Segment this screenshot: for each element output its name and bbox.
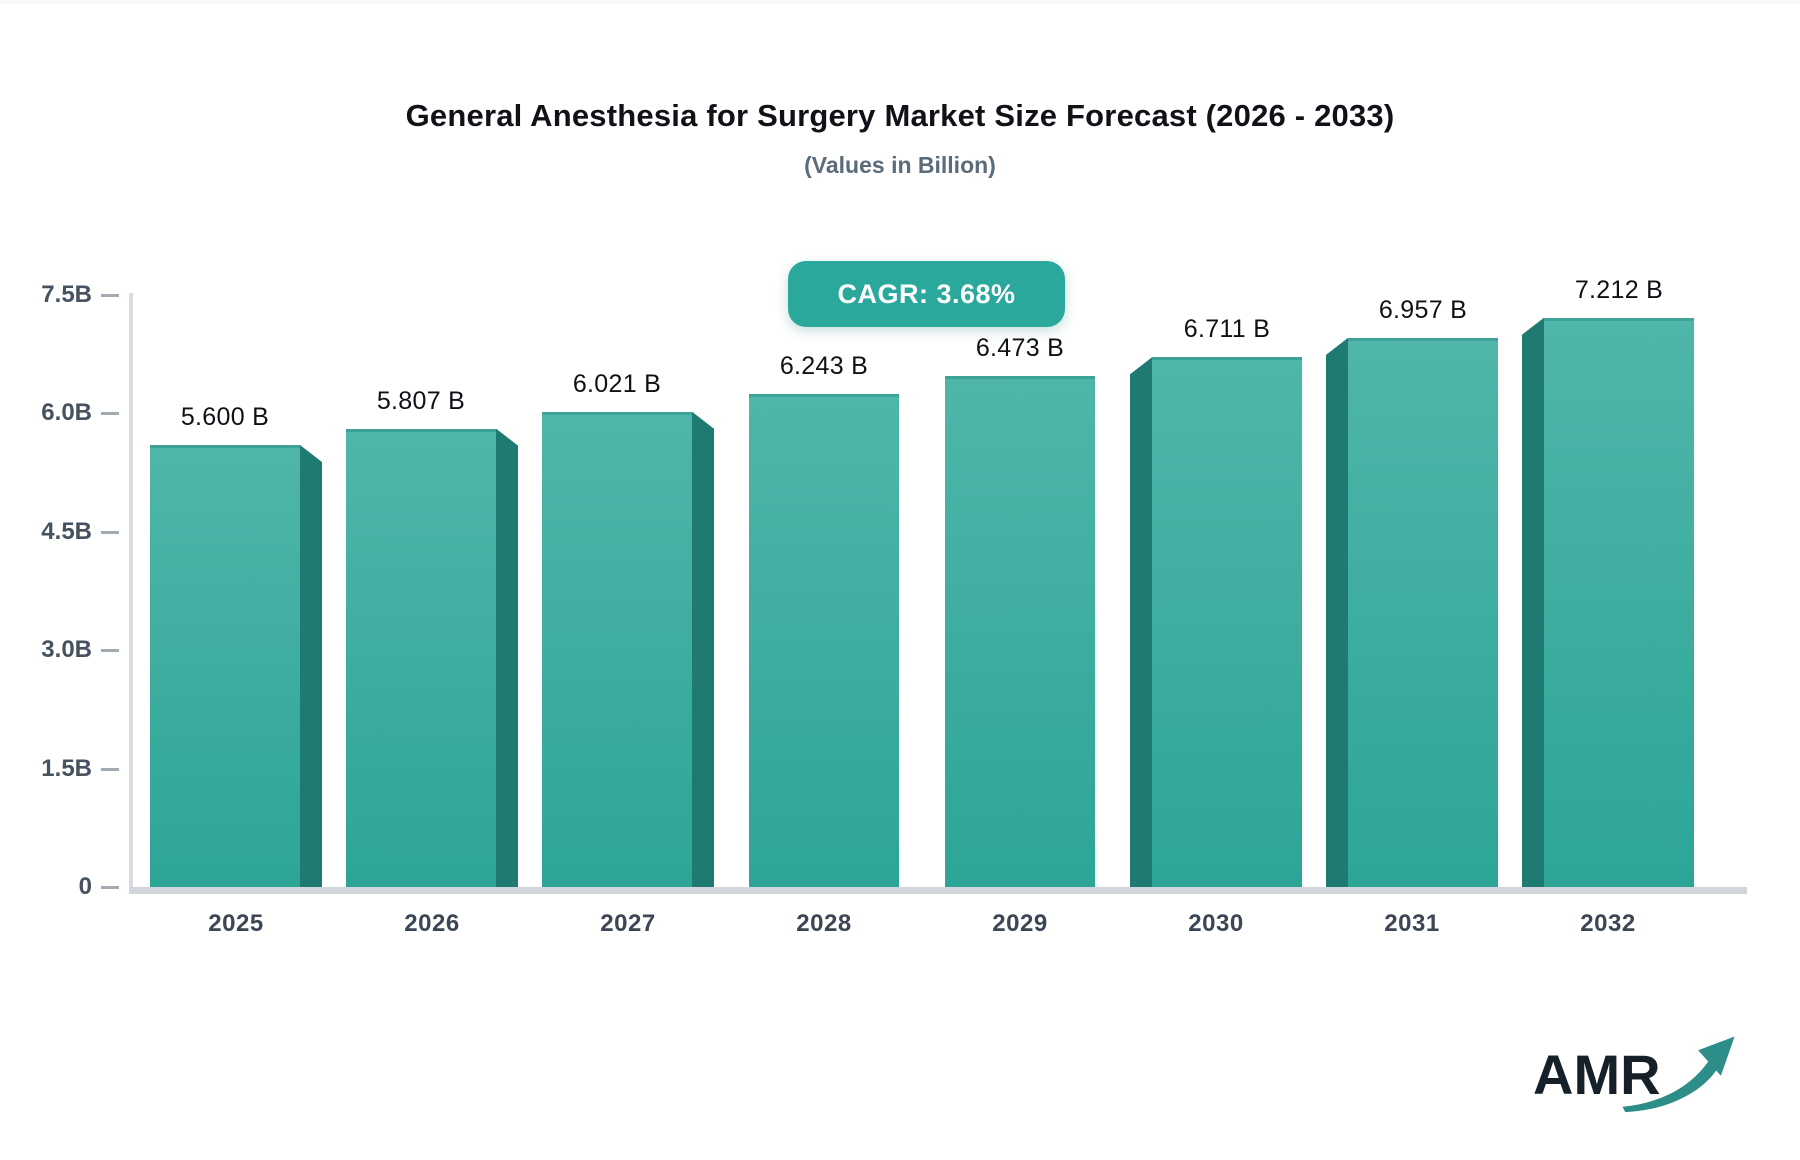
chart-title: General Anesthesia for Surgery Market Si… <box>405 98 1395 133</box>
chart-subtitle: (Values in Billion) <box>804 152 996 178</box>
bar-value-label: 5.600 B <box>180 402 270 431</box>
amr-logo: AMR <box>1533 1032 1763 1128</box>
x-tick-label-2032: 2032 <box>1580 910 1636 937</box>
y-tick-label: 7.5B <box>41 281 92 308</box>
bar-2027 <box>542 411 692 887</box>
bar-3d-side <box>692 411 714 887</box>
y-axis-line <box>129 293 133 894</box>
x-axis-line <box>129 887 1747 894</box>
bar-2031 <box>1348 337 1498 887</box>
bar-2028 <box>749 394 899 887</box>
y-tick-label: 1.5B <box>41 754 92 782</box>
y-tick-dash <box>101 294 119 297</box>
bar-value-label: 5.807 B <box>376 386 466 415</box>
bar-value-label: 6.243 B <box>779 352 869 381</box>
x-tick-label-2026: 2026 <box>404 910 460 937</box>
bar-value-label: 6.021 B <box>572 369 662 398</box>
y-tick-dash <box>101 767 119 771</box>
logo-text: AMR <box>1533 1043 1661 1106</box>
bar-3d-side <box>496 428 518 887</box>
x-tick-label-2028: 2028 <box>796 910 852 937</box>
bar-2025 <box>150 444 300 887</box>
y-tick-dash <box>101 530 119 534</box>
bar-2030 <box>1152 357 1302 887</box>
bar-value-label: 6.957 B <box>1378 295 1468 324</box>
y-tick-label: 0 <box>78 873 92 900</box>
bar-3d-side <box>1130 357 1152 887</box>
bar-3d-side <box>1326 337 1348 887</box>
y-tick-dash <box>101 412 119 416</box>
bar-3d-side <box>1522 317 1544 887</box>
y-tick-label: 3.0B <box>41 636 92 664</box>
y-tick-label: 4.5B <box>41 517 92 545</box>
x-tick-label-2025: 2025 <box>208 910 264 937</box>
y-tick-dash <box>101 886 119 889</box>
bar-2032 <box>1544 317 1694 887</box>
bar-chart-plot: 0 1.5B 3.0B 4.5B 6.0B 7.5B 5.600 B 5.807 B 6.02… <box>0 4 1800 1160</box>
y-tick-dash <box>101 649 119 653</box>
x-tick-label-2027: 2027 <box>600 910 656 937</box>
bar-value-label: 6.711 B <box>1183 315 1271 344</box>
bar-2026 <box>346 428 496 887</box>
bar-value-label: 7.212 B <box>1574 275 1664 304</box>
x-tick-label-2029: 2029 <box>992 910 1048 937</box>
bar-2029 <box>945 376 1095 887</box>
bar-value-label: 6.473 B <box>975 334 1065 363</box>
trending-up-arrow-icon <box>1622 1036 1735 1113</box>
x-tick-label-2030: 2030 <box>1188 910 1244 937</box>
y-tick-label: 6.0B <box>41 399 92 427</box>
bar-3d-side <box>300 444 322 887</box>
cagr-badge: CAGR: 3.68% <box>788 261 1065 327</box>
x-tick-label-2031: 2031 <box>1384 910 1440 937</box>
